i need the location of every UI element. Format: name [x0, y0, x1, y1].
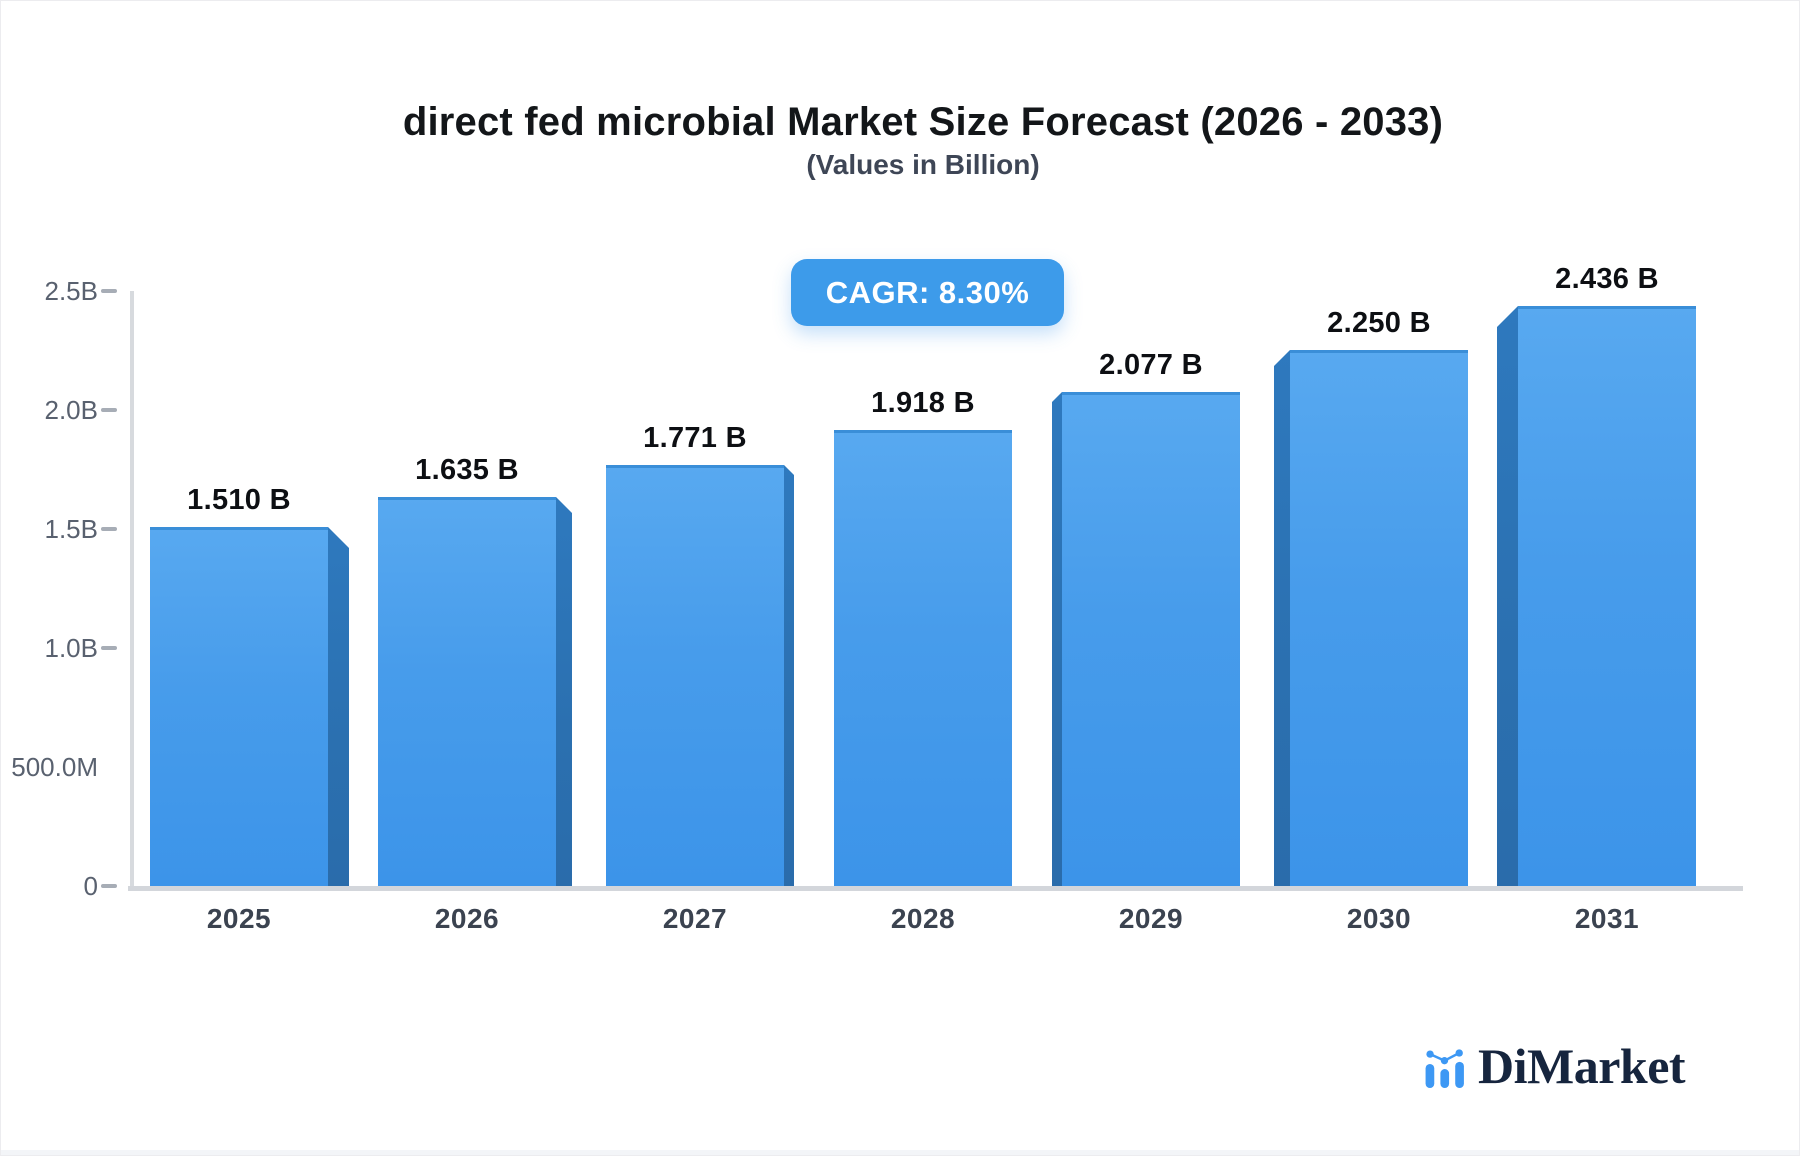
x-tick-label: 2031	[1574, 903, 1640, 934]
bar-side-bevel	[1052, 392, 1062, 886]
bar-side-bevel	[784, 465, 794, 886]
bar-2028	[834, 430, 1012, 886]
cagr-badge: CAGR: 8.30%	[791, 259, 1064, 326]
y-tick-mark	[101, 289, 117, 293]
y-tick-label: 1.0B	[44, 633, 99, 663]
bar-2026	[378, 497, 572, 886]
y-tick-label: 2.5B	[44, 276, 99, 306]
dimarket-logo-text: DiMarket	[1478, 1038, 1686, 1094]
y-tick-mark	[101, 884, 117, 888]
x-tick-label: 2025	[206, 903, 272, 934]
bar-side-bevel	[556, 497, 572, 886]
bar-2027	[606, 465, 794, 886]
x-tick-label: 2027	[662, 903, 728, 934]
bar-value-label: 2.250 B	[1327, 307, 1431, 339]
y-tick-mark	[101, 408, 117, 412]
chart-title: direct fed microbial Market Size Forecas…	[402, 100, 1444, 144]
bar-side-bevel	[1274, 350, 1290, 886]
bottom-divider	[1, 1150, 1799, 1155]
bar-face	[1518, 306, 1696, 886]
bar-2030	[1274, 350, 1468, 886]
bar-side-bevel	[328, 527, 349, 886]
y-tick-label: 1.5B	[44, 514, 99, 544]
x-axis-line	[128, 886, 1743, 891]
y-axis-line	[130, 291, 134, 891]
bar-value-label: 2.436 B	[1555, 263, 1659, 295]
y-tick-label: 500.0M	[11, 752, 98, 782]
bar-2029	[1052, 392, 1240, 886]
x-tick-label: 2030	[1346, 903, 1412, 934]
bar-face	[150, 527, 328, 886]
bar-value-label: 1.635 B	[415, 454, 519, 486]
bar-value-label: 1.510 B	[187, 484, 291, 516]
bar-face	[378, 497, 556, 886]
bar-face	[834, 430, 1012, 886]
x-tick-label: 2029	[1118, 903, 1184, 934]
bar-face	[606, 465, 784, 886]
bar-face	[1062, 392, 1240, 886]
bar-side-bevel	[1497, 306, 1518, 886]
y-tick-mark	[101, 527, 117, 531]
bar-value-label: 1.771 B	[643, 422, 747, 454]
x-tick-label: 2026	[434, 903, 500, 934]
bar-value-label: 2.077 B	[1099, 349, 1203, 381]
y-tick-mark	[101, 646, 117, 650]
bar-2031	[1497, 306, 1696, 886]
bar-2025	[150, 527, 349, 886]
y-tick-label: 0	[83, 871, 98, 901]
chart-subtitle: (Values in Billion)	[806, 149, 1040, 180]
cagr-badge-label: CAGR: 8.30%	[825, 274, 1030, 310]
y-tick-label: 2.0B	[44, 395, 99, 425]
x-tick-label: 2028	[890, 903, 956, 934]
bar-face	[1290, 350, 1468, 886]
dimarket-logo: DiMarket	[1422, 1038, 1686, 1094]
bar-chart-logo-icon	[1425, 1049, 1464, 1088]
bar-value-label: 1.918 B	[871, 387, 975, 419]
